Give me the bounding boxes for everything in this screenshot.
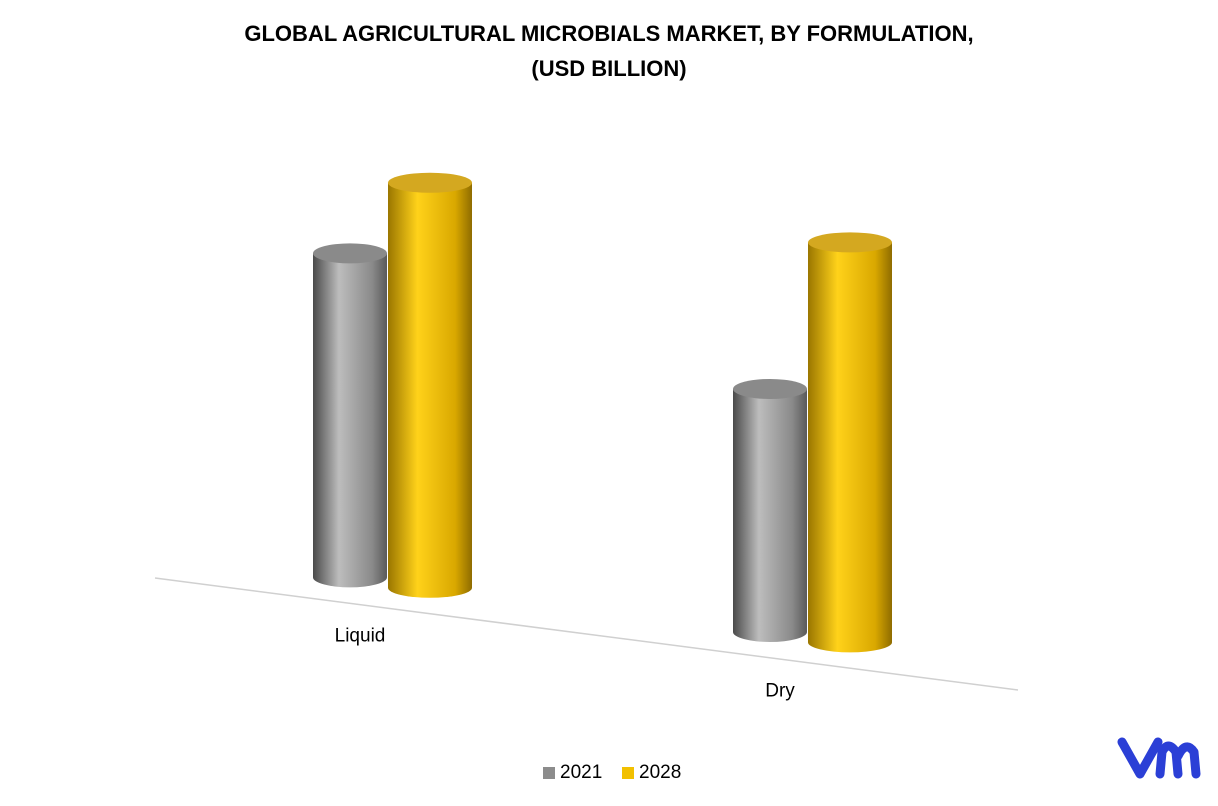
legend-swatch	[543, 767, 555, 779]
x-tick-label: Dry	[765, 680, 795, 701]
legend-swatch	[622, 767, 634, 779]
chart-title: GLOBAL AGRICULTURAL MICROBIALS MARKET, B…	[244, 21, 973, 46]
legend-label: 2028	[639, 762, 681, 783]
bar-top	[313, 243, 387, 264]
logo-m	[1155, 741, 1201, 779]
legend-label: 2021	[560, 762, 602, 783]
bar-top	[388, 172, 472, 193]
logo-v	[1117, 737, 1163, 779]
base-line	[154, 577, 1019, 691]
bar	[733, 388, 807, 642]
chart-title: (USD BILLION)	[531, 56, 686, 81]
bar-top	[808, 232, 892, 253]
bar	[388, 182, 472, 598]
logo	[1117, 737, 1201, 779]
bar	[808, 242, 892, 653]
bar-top	[733, 378, 807, 399]
bar	[313, 253, 387, 588]
x-tick-label: Liquid	[335, 626, 386, 647]
